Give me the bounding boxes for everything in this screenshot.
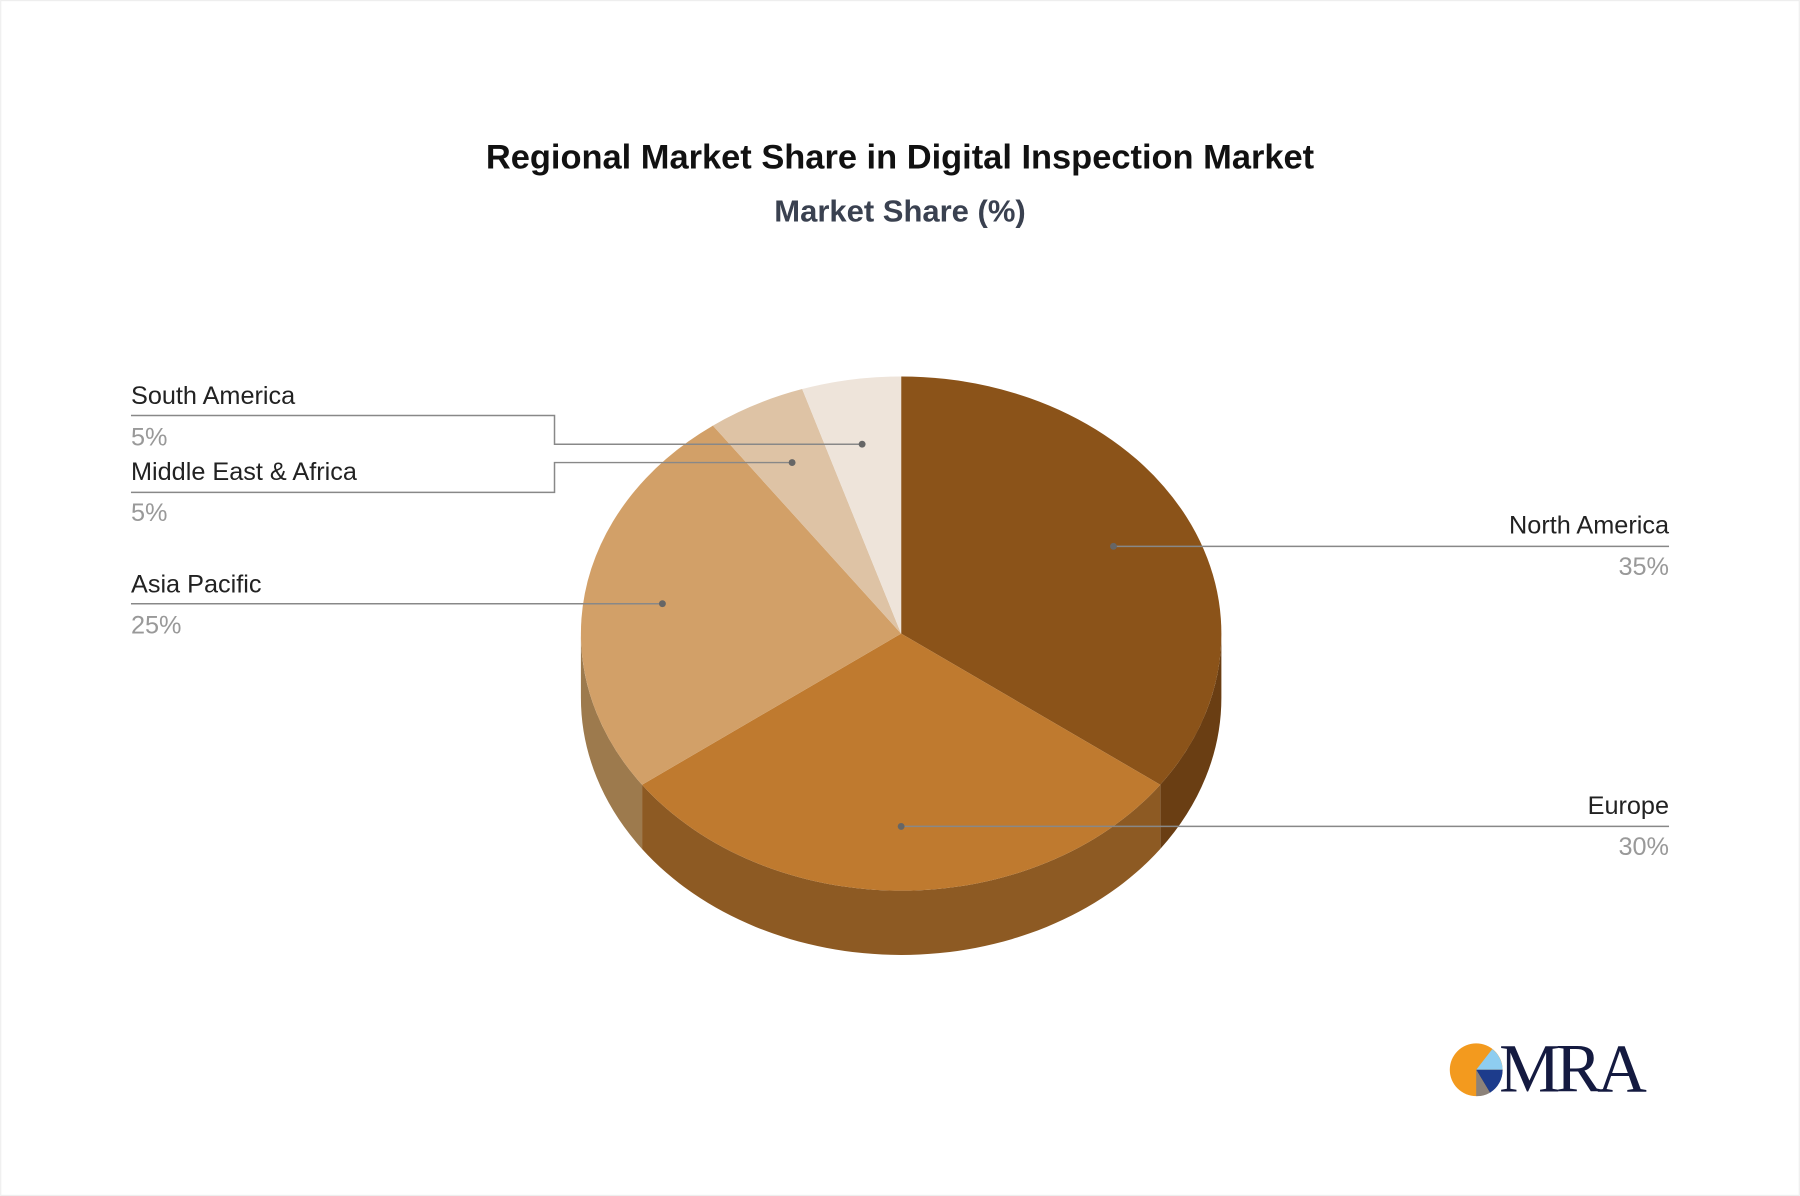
chart-title: Regional Market Share in Digital Inspect…	[486, 139, 1315, 177]
slice-label: North America	[1509, 512, 1670, 540]
pie-slice	[901, 376, 1222, 785]
slice-side	[1160, 633, 1222, 849]
leader-dot	[858, 440, 866, 448]
slice-label: South America	[131, 382, 296, 410]
pie-slice	[712, 389, 902, 634]
mra-logo: MRA	[1449, 1031, 1652, 1107]
slice-value-label: 35%	[1618, 553, 1669, 581]
pie-slice	[580, 425, 902, 785]
leader-dot	[788, 459, 796, 467]
leader-dot	[658, 600, 666, 608]
slice-value-label: 25%	[131, 612, 182, 640]
slice-value-label: 5%	[131, 423, 168, 451]
leader-line	[130, 414, 863, 445]
leader-dot	[1110, 542, 1117, 550]
slice-side	[580, 633, 643, 849]
leader-line	[130, 461, 793, 494]
slice-label: Europe	[1588, 792, 1669, 820]
leader-dot	[897, 822, 905, 830]
slice-label: Asia Pacific	[131, 570, 262, 598]
logo-text: MRA	[1499, 1031, 1647, 1107]
slice-label: Middle East & Africa	[131, 458, 358, 486]
chart-subtitle: Market Share (%)	[774, 194, 1025, 229]
slice-value-label: 5%	[131, 499, 168, 527]
pie-slice	[802, 376, 902, 634]
slice-side	[642, 784, 1161, 955]
slice-value-label: 30%	[1618, 833, 1669, 861]
